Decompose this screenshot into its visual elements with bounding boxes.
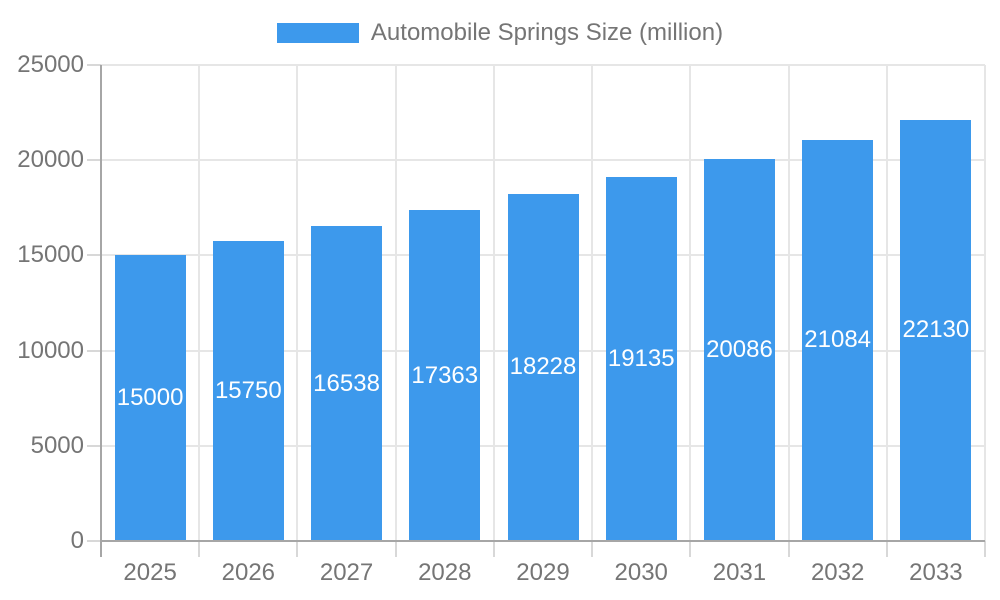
v-gridline <box>984 65 986 541</box>
bar-2030[interactable] <box>605 176 677 541</box>
bar-2027[interactable] <box>311 226 383 541</box>
bar-2033[interactable] <box>900 119 972 541</box>
x-tick-mark <box>198 541 201 557</box>
y-tick-mark <box>87 159 101 162</box>
legend-item[interactable]: Automobile Springs Size (million) <box>276 19 724 47</box>
x-axis-tick-label: 2029 <box>516 559 570 586</box>
x-axis-tick-label: 2025 <box>123 559 177 586</box>
x-tick-mark <box>787 541 790 557</box>
y-axis-tick-label: 0 <box>70 527 84 554</box>
x-axis-tick-label: 2027 <box>319 559 374 586</box>
x-tick-mark <box>591 541 594 557</box>
x-tick-mark <box>394 541 397 557</box>
y-axis-tick-label: 15000 <box>17 241 84 269</box>
x-tick-mark <box>689 541 692 557</box>
y-tick-mark <box>87 64 101 66</box>
v-gridline <box>885 65 888 541</box>
x-axis-tick-label: 2031 <box>712 559 767 586</box>
x-tick-mark <box>984 541 986 557</box>
legend-swatch-icon <box>276 23 359 43</box>
x-axis-line <box>101 540 985 542</box>
x-tick-mark <box>885 541 888 557</box>
x-axis-tick-label: 2032 <box>810 559 865 586</box>
y-axis-line <box>100 65 102 557</box>
x-axis-tick-label: 2026 <box>221 559 276 586</box>
h-gridline <box>101 159 985 162</box>
y-tick-mark <box>87 540 101 542</box>
x-axis-tick-label: 2028 <box>418 559 472 586</box>
y-axis-tick-label: 5000 <box>30 431 84 459</box>
y-axis-tick-label: 10000 <box>17 336 84 364</box>
x-tick-mark <box>492 541 495 557</box>
v-gridline <box>296 65 299 541</box>
y-axis-tick-label: 20000 <box>17 146 84 174</box>
x-axis-tick-label: 2033 <box>909 559 963 586</box>
y-tick-mark <box>87 254 101 257</box>
v-gridline <box>689 65 692 541</box>
legend-label: Automobile Springs Size (million) <box>370 19 724 46</box>
x-tick-mark <box>296 541 299 557</box>
bar-2031[interactable] <box>703 158 775 541</box>
y-tick-mark <box>87 444 101 447</box>
v-gridline <box>492 65 495 541</box>
y-axis-tick-label: 25000 <box>17 51 84 78</box>
bar-2026[interactable] <box>212 241 284 541</box>
bar-2028[interactable] <box>409 210 481 541</box>
v-gridline <box>787 65 790 541</box>
bar-2025[interactable] <box>114 255 186 541</box>
bar-2029[interactable] <box>507 193 579 541</box>
v-gridline <box>198 65 201 541</box>
y-tick-mark <box>87 349 101 352</box>
bar-2032[interactable] <box>802 139 874 541</box>
legend: Automobile Springs Size (million) <box>0 15 1000 51</box>
x-axis-tick-label: 2030 <box>614 559 668 586</box>
v-gridline <box>394 65 397 541</box>
v-gridline <box>591 65 594 541</box>
h-gridline <box>101 64 985 66</box>
